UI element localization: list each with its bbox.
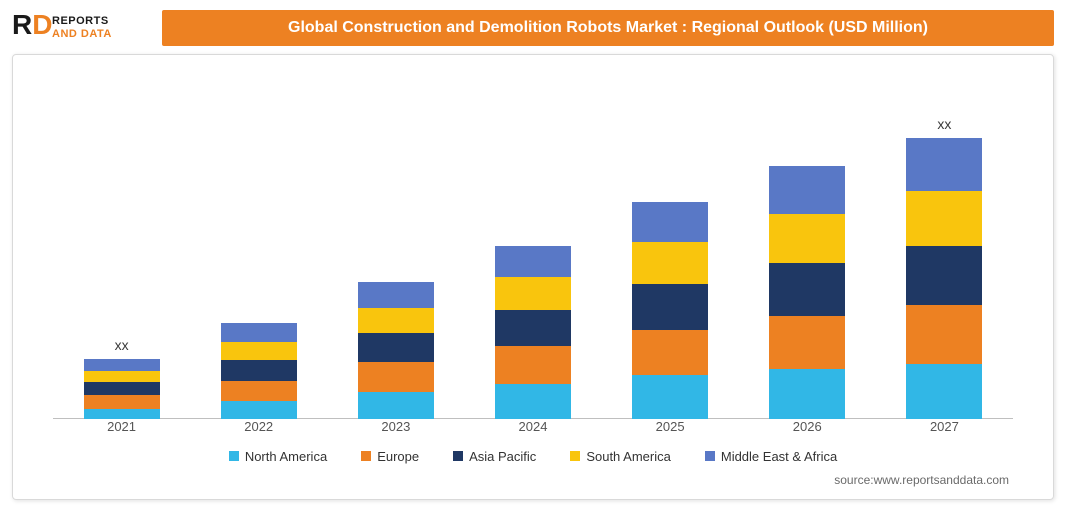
page-root: RD REPORTS AND DATA Global Construction … [0,0,1066,528]
bar-segment-north-america [495,384,571,419]
bar-segment-asia-pacific [221,360,297,381]
logo: RD REPORTS AND DATA [12,8,162,48]
bar-stack: xx [906,138,982,419]
chart-card: xx xx 2021 2022 2023 2024 2025 2026 2027 North … [12,54,1054,500]
legend-item-north-america: North America [229,449,327,464]
bar-segment-middle-east-africa [358,282,434,308]
logo-mark: RD [12,11,46,45]
logo-text: REPORTS AND DATA [52,15,112,40]
source-text: source:www.reportsanddata.com [53,473,1013,493]
x-axis-label: 2023 [351,419,441,437]
bar-stack [769,166,845,419]
bar-segment-middle-east-africa [769,166,845,213]
bar-segment-europe [906,305,982,364]
bar-segment-south-america [221,342,297,360]
bar-segment-south-america [495,277,571,310]
bar-stack [495,246,571,419]
bar-segment-south-america [358,308,434,334]
legend-label: Asia Pacific [469,449,536,464]
legend-label: Middle East & Africa [721,449,837,464]
bar-segment-south-america [769,214,845,263]
bar-segment-north-america [221,401,297,419]
bar-segment-asia-pacific [358,333,434,362]
header-row: RD REPORTS AND DATA Global Construction … [12,8,1054,48]
bar-value-label: xx [906,116,982,132]
legend-item-south-america: South America [570,449,671,464]
plot-area: xx xx 2021 2022 2023 2024 2025 2026 2027 [53,85,1013,437]
bar-segment-north-america [358,392,434,419]
bar-stack: xx [84,359,160,419]
bar-column: xx [77,359,167,419]
x-axis-label: 2022 [214,419,304,437]
x-axis-label: 2025 [625,419,715,437]
bar-segment-asia-pacific [906,246,982,305]
x-axis-labels: 2021 2022 2023 2024 2025 2026 2027 [53,419,1013,437]
x-axis-label: 2026 [762,419,852,437]
bar-column [214,323,304,419]
bar-segment-north-america [769,369,845,419]
x-axis-label: 2021 [77,419,167,437]
bar-value-label: xx [84,337,160,353]
legend-item-middle-east-africa: Middle East & Africa [705,449,837,464]
chart-title: Global Construction and Demolition Robot… [162,10,1054,46]
bar-stack [221,323,297,419]
legend: North America Europe Asia Pacific South Ame… [53,439,1013,473]
bar-segment-asia-pacific [769,263,845,316]
bar-segment-europe [221,381,297,401]
bar-segment-europe [632,330,708,376]
bar-segment-europe [358,362,434,391]
bar-stack [358,282,434,419]
legend-swatch [705,451,715,461]
legend-label: South America [586,449,671,464]
legend-swatch [453,451,463,461]
bar-segment-europe [769,316,845,369]
bar-segment-europe [84,395,160,409]
bar-segment-middle-east-africa [632,202,708,242]
logo-letter-d: D [32,9,52,40]
x-axis-label: 2027 [899,419,989,437]
bar-segment-south-america [906,191,982,246]
legend-swatch [570,451,580,461]
bar-segment-middle-east-africa [221,323,297,341]
bar-segment-middle-east-africa [84,359,160,371]
legend-swatch [361,451,371,461]
legend-label: North America [245,449,327,464]
bars-row: xx xx [53,85,1013,419]
legend-item-asia-pacific: Asia Pacific [453,449,536,464]
legend-swatch [229,451,239,461]
bar-column [625,202,715,419]
logo-letter-r: R [12,9,32,40]
bar-segment-south-america [84,371,160,382]
bar-column [351,282,441,419]
bar-segment-north-america [84,409,160,419]
x-axis-label: 2024 [488,419,578,437]
bar-column: xx [899,138,989,419]
bar-segment-europe [495,346,571,384]
legend-label: Europe [377,449,419,464]
bar-segment-asia-pacific [632,284,708,330]
bar-column [488,246,578,419]
bar-segment-middle-east-africa [495,246,571,277]
bar-segment-middle-east-africa [906,138,982,191]
bar-segment-asia-pacific [495,310,571,346]
bar-segment-north-america [632,375,708,419]
bar-stack [632,202,708,419]
bar-column [762,166,852,419]
logo-line2: AND DATA [52,28,112,41]
bar-segment-north-america [906,364,982,419]
logo-line1: REPORTS [52,15,112,28]
bar-segment-asia-pacific [84,382,160,396]
legend-item-europe: Europe [361,449,419,464]
bar-segment-south-america [632,242,708,284]
